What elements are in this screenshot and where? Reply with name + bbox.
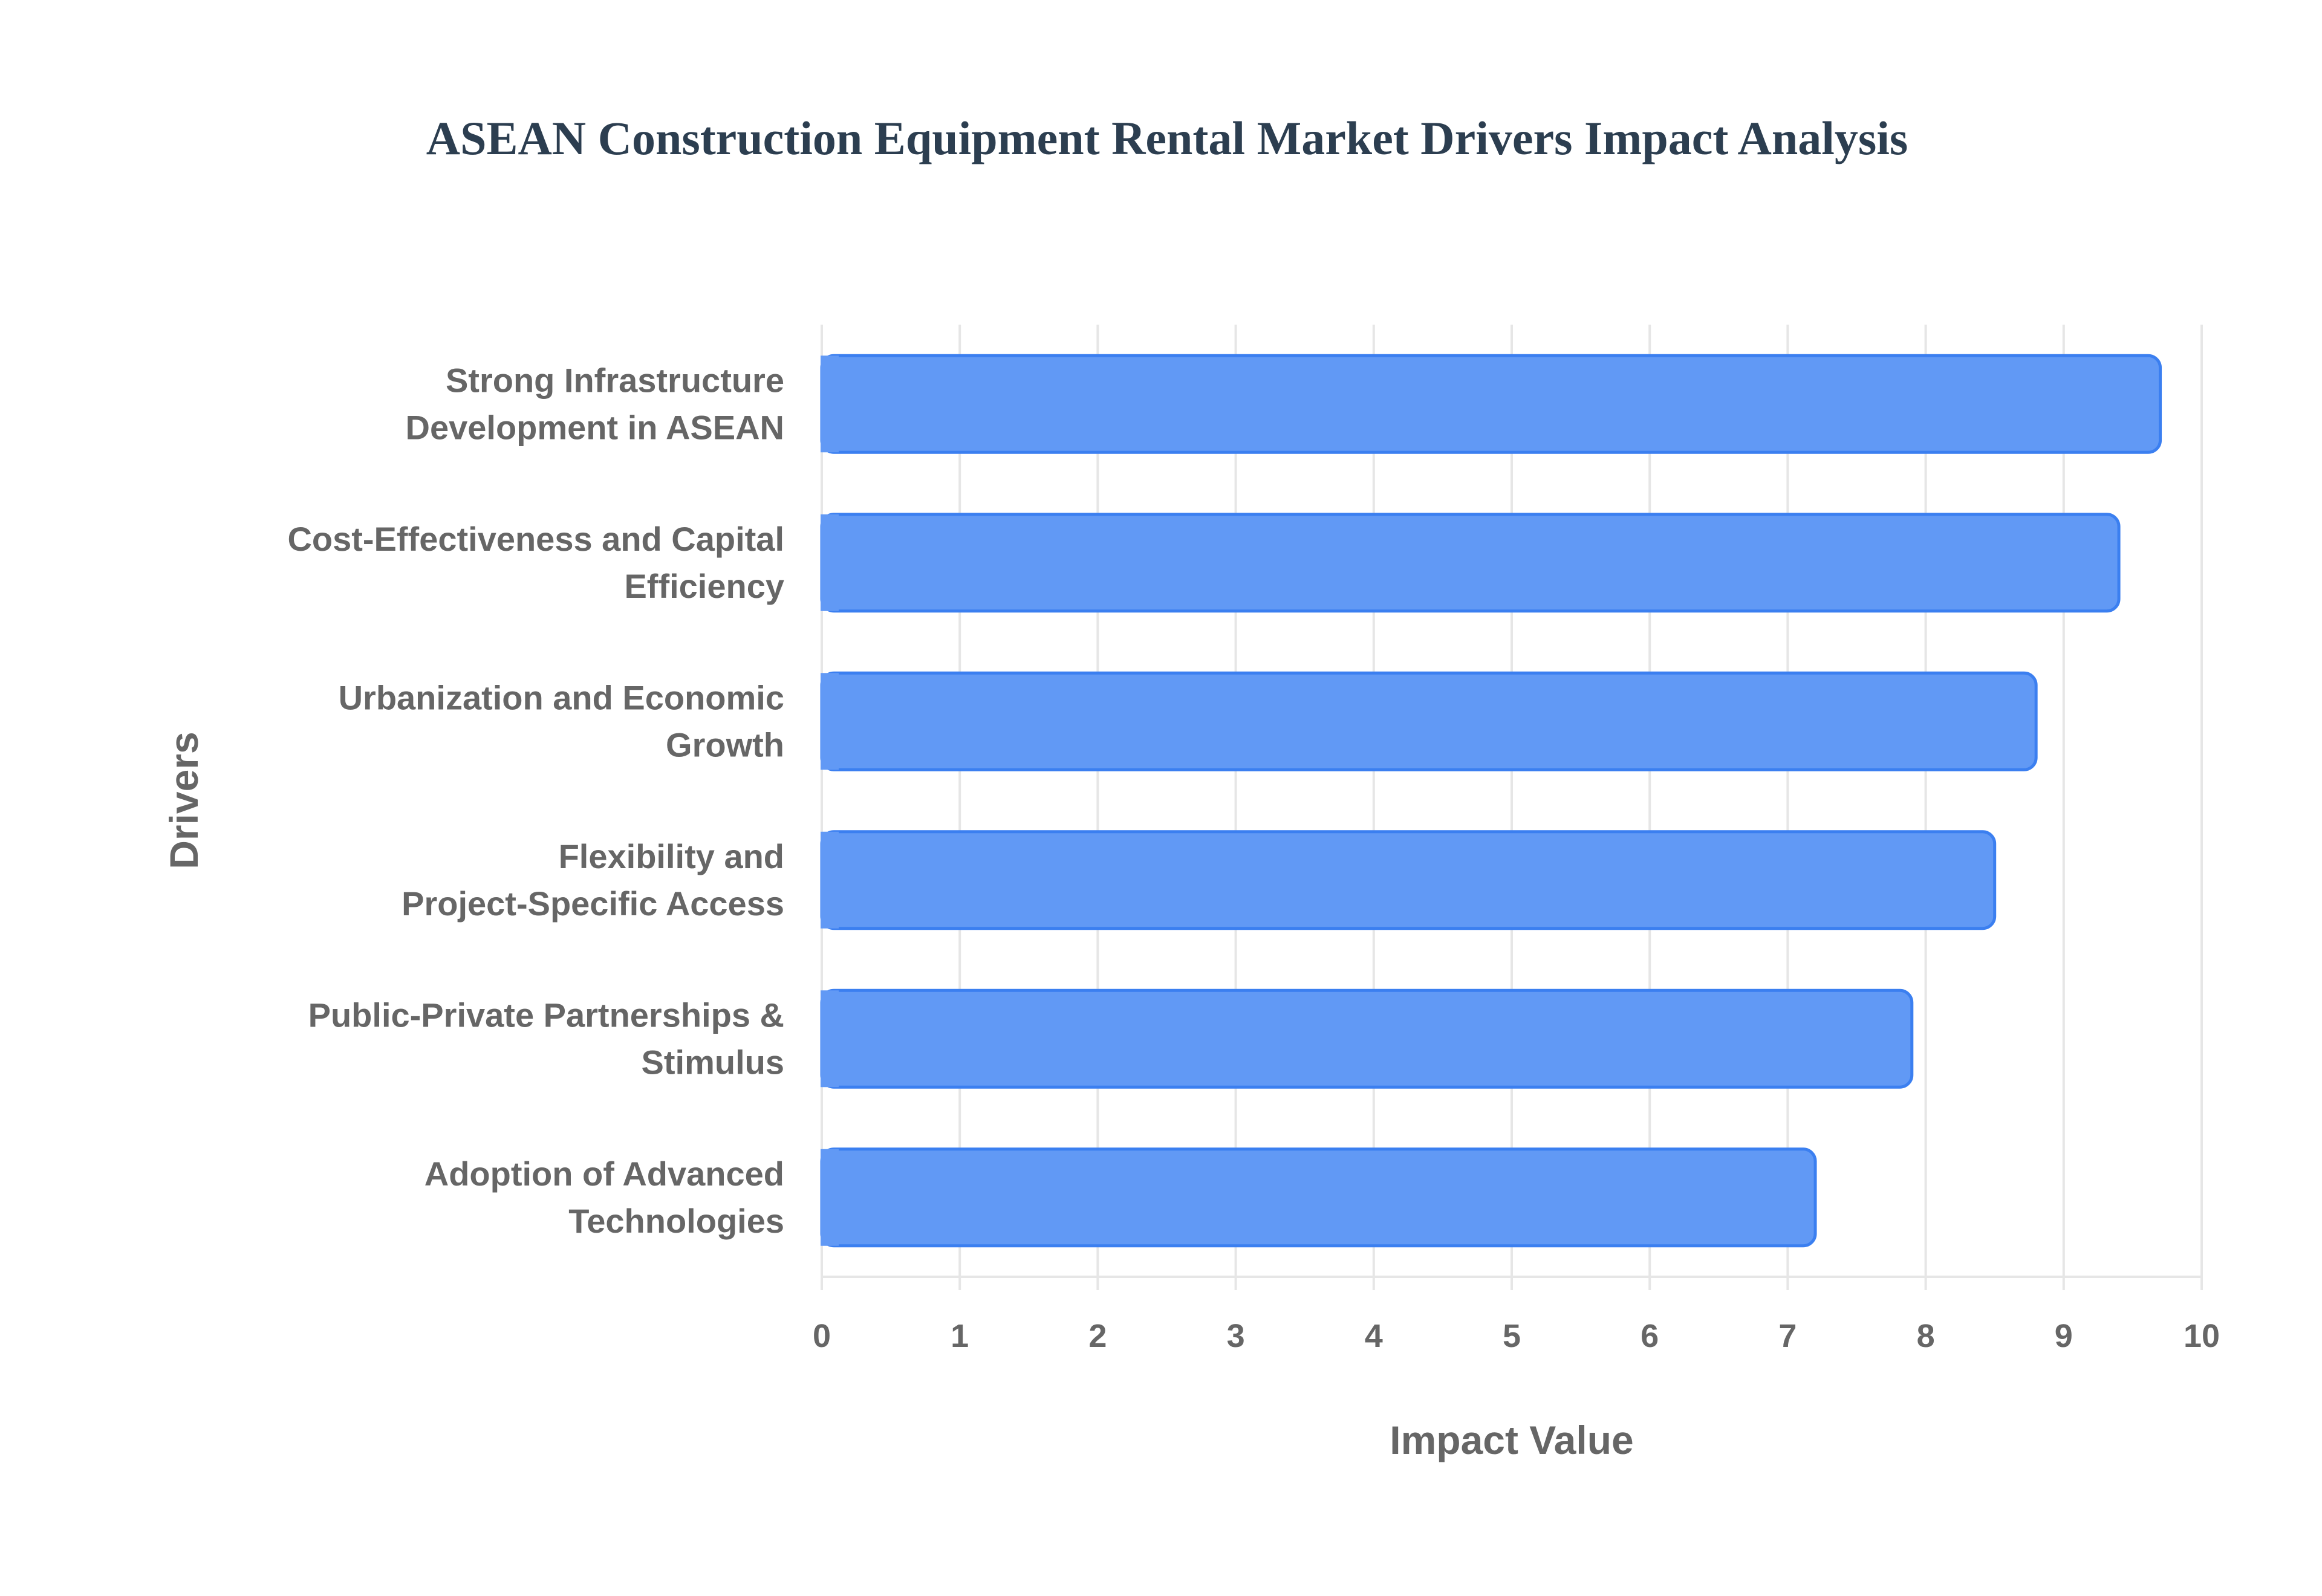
bar-left-edge xyxy=(821,990,839,1088)
x-tick-label: 4 xyxy=(1365,1318,1383,1354)
x-tick-label: 0 xyxy=(813,1318,831,1354)
bar-left-edge xyxy=(821,1149,839,1246)
bar xyxy=(820,1147,1817,1248)
x-tick-label: 2 xyxy=(1088,1318,1107,1354)
bar xyxy=(820,513,2121,613)
x-tick-labels: 0 1 2 3 4 5 6 7 8 9 10 xyxy=(813,1318,2220,1354)
bar-left-edge xyxy=(821,355,839,453)
x-tick-label: 9 xyxy=(2055,1318,2073,1354)
x-axis-title: Impact Value xyxy=(1390,1418,1634,1462)
bar-left-edge xyxy=(821,673,839,770)
x-tick-label: 5 xyxy=(1503,1318,1521,1354)
y-axis-title: Drivers xyxy=(161,731,206,869)
category-label: Stimulus xyxy=(642,1043,784,1081)
category-label: Growth xyxy=(666,725,784,764)
x-tick-label: 10 xyxy=(2184,1318,2220,1354)
gridlines xyxy=(821,325,2203,1290)
category-label: Public-Private Partnerships & xyxy=(308,996,784,1034)
x-tick-label: 7 xyxy=(1778,1318,1797,1354)
category-label: Strong Infrastructure xyxy=(446,361,784,399)
bar-left-edge xyxy=(821,831,839,929)
category-label: Adoption of Advanced xyxy=(424,1155,784,1193)
category-label: Urbanization and Economic xyxy=(339,678,784,716)
category-label: Efficiency xyxy=(624,567,784,605)
category-label: Cost-Effectiveness and Capital xyxy=(287,520,784,558)
bar-left-edge xyxy=(821,514,839,611)
category-label: Development in ASEAN xyxy=(406,408,784,446)
bar xyxy=(820,988,1914,1089)
y-category-labels: Strong Infrastructure Development in ASEA… xyxy=(287,361,784,1240)
chart-title: ASEAN Construction Equipment Rental Mark… xyxy=(426,112,1908,164)
x-tick-label: 3 xyxy=(1227,1318,1245,1354)
category-label: Project-Specific Access xyxy=(402,884,784,923)
bars xyxy=(820,354,2162,1248)
x-tick-label: 8 xyxy=(1917,1318,1935,1354)
bar xyxy=(820,830,1997,930)
category-label: Technologies xyxy=(568,1202,784,1240)
bar xyxy=(820,671,2038,771)
x-tick-label: 1 xyxy=(951,1318,969,1354)
category-label: Flexibility and xyxy=(559,837,784,875)
x-tick-label: 6 xyxy=(1641,1318,1659,1354)
bar xyxy=(820,354,2162,454)
